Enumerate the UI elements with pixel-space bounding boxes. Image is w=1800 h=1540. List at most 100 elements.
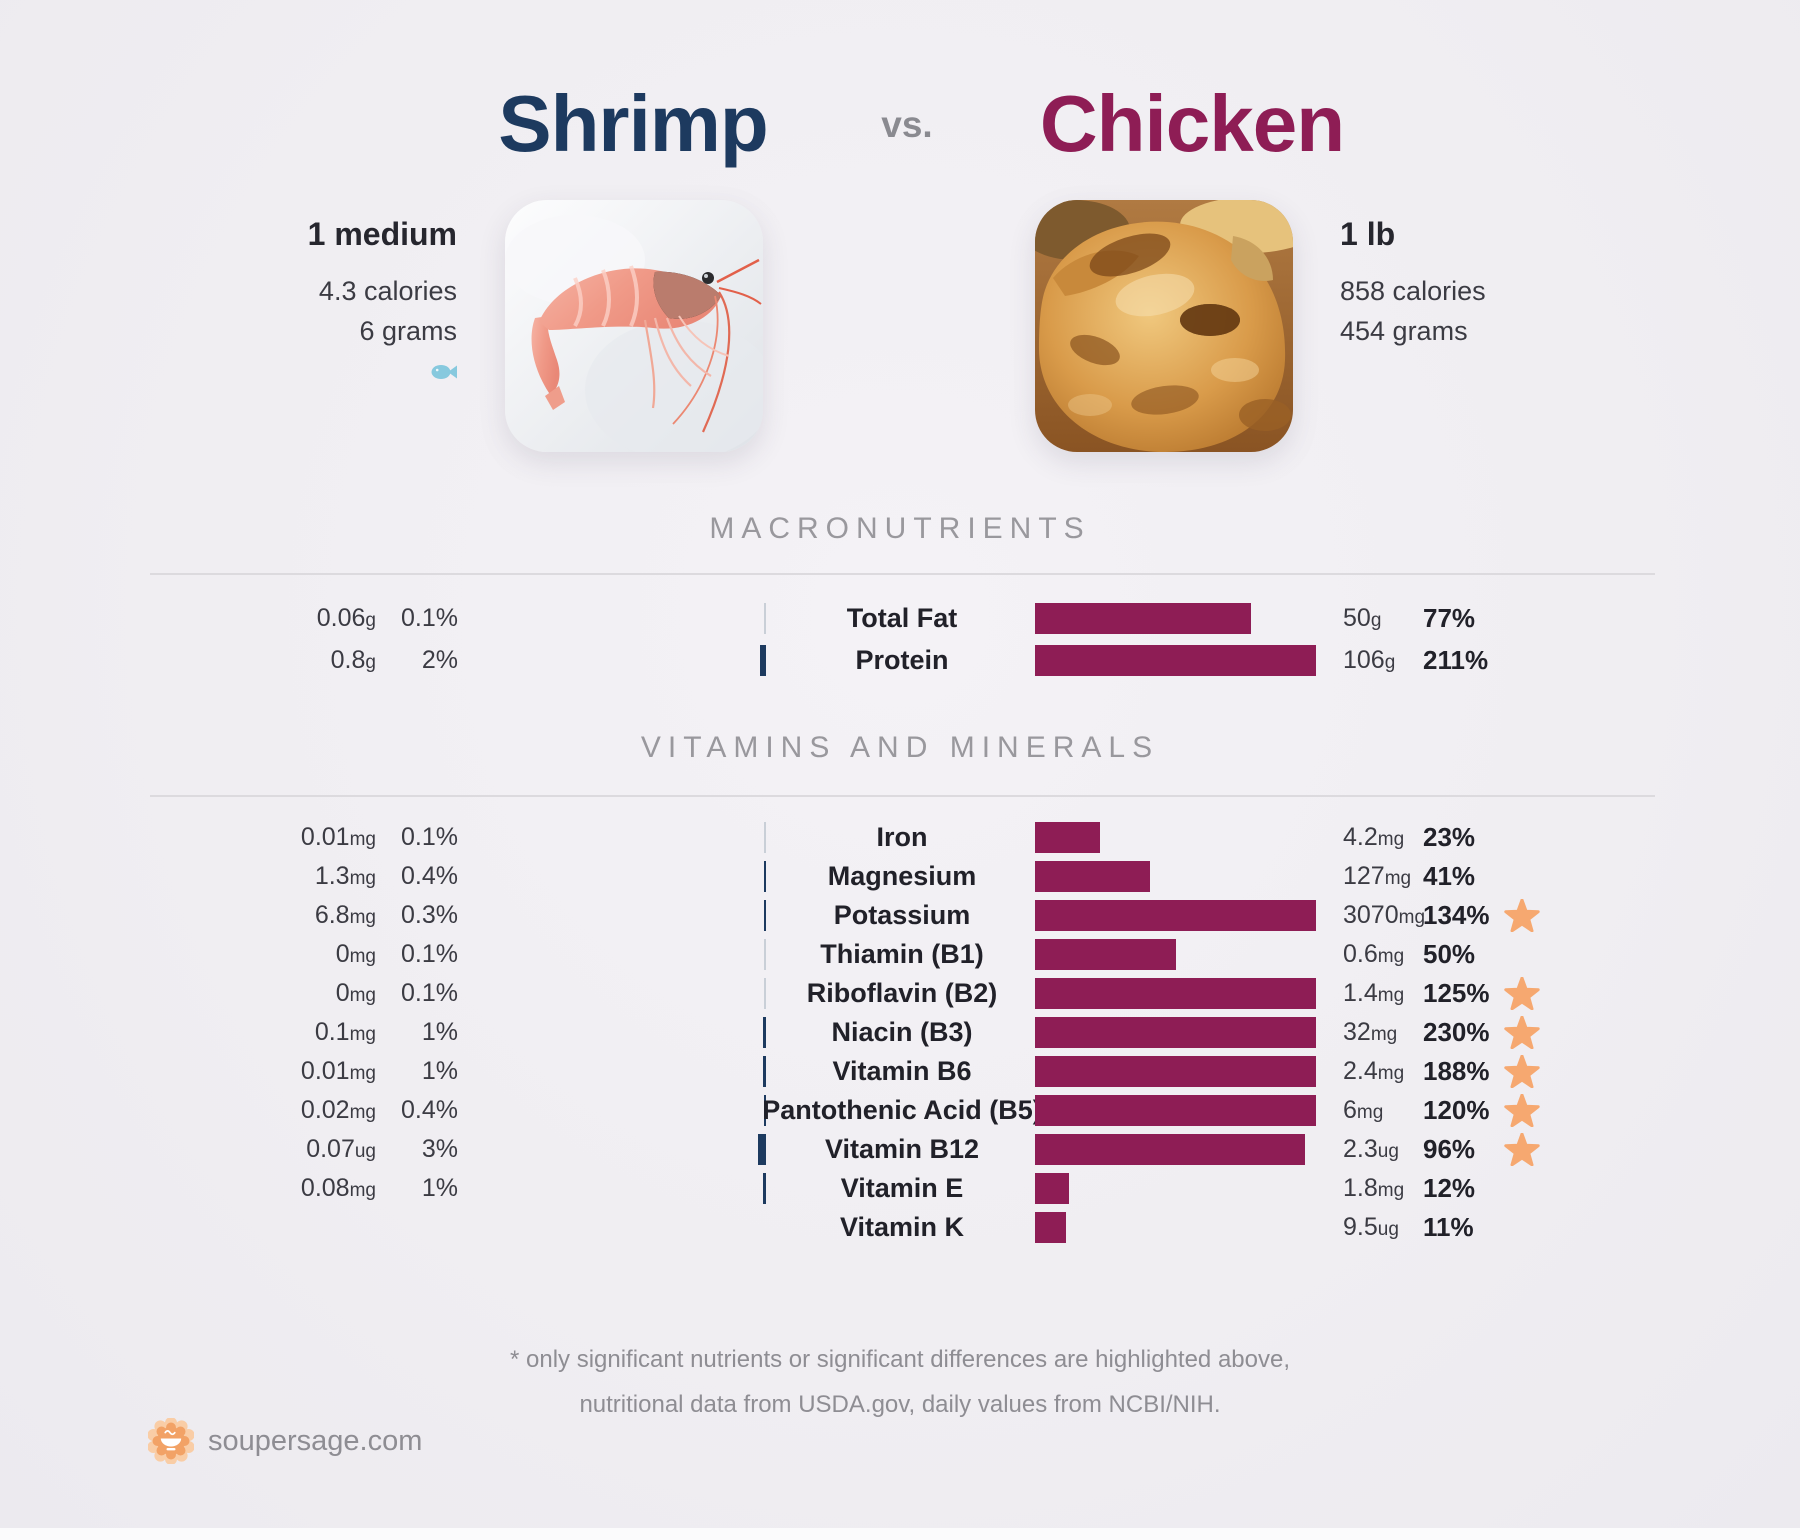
chicken-bar (1035, 603, 1252, 634)
significant-star-icon (1498, 898, 1546, 933)
significant-star-icon (1498, 1054, 1546, 1089)
nutrient-row: 0.06g 0.1% Total Fat 50g 77% (0, 603, 1800, 634)
shrimp-dv-percent: 0.3% (401, 901, 458, 929)
shrimp-bar (760, 645, 766, 676)
nutrient-label: Niacin (B3) (831, 1017, 973, 1047)
title-shrimp: Shrimp (498, 79, 769, 168)
nutrient-label: Vitamin B6 (832, 1056, 972, 1086)
significant-star-icon (1498, 1093, 1546, 1128)
chicken-photo (1035, 200, 1293, 452)
chicken-amount-unit: g (1384, 652, 1396, 673)
shrimp-amount-number: 0 (335, 940, 350, 968)
chicken-amount-number: 32 (1343, 1018, 1371, 1046)
shrimp-amount: 0mg (156, 939, 376, 970)
shrimp-serving-size: 1 medium (307, 216, 457, 252)
shrimp-amount-number: 0 (335, 979, 350, 1007)
chicken-dv-percent: 12% (1423, 1173, 1476, 1203)
divider-vitamins (150, 795, 1655, 797)
chicken-bar (1035, 822, 1100, 853)
shrimp-dv-percent: 2% (421, 646, 458, 674)
nutrient-row: 0mg 0.1% Thiamin (B1) 0.6mg 50% (0, 939, 1800, 970)
shrimp-amount: 6.8mg (156, 900, 376, 931)
title-chicken: Chicken (1039, 79, 1345, 168)
shrimp-amount-unit: mg (349, 1024, 376, 1045)
chicken-serving-size: 1 lb (1340, 216, 1396, 252)
chicken-amount: 127mg (1343, 861, 1518, 892)
shrimp-serving-weight: 6 grams (359, 316, 457, 346)
nutrient-row: 0.01mg 0.1% Iron 4.2mg 23% (0, 822, 1800, 853)
chicken-bar (1035, 978, 1316, 1009)
chicken-amount: 0.6mg (1343, 939, 1518, 970)
footnote-line-2: nutritional data from USDA.gov, daily va… (579, 1391, 1221, 1418)
chicken-dv-percent: 120% (1423, 1095, 1490, 1125)
shrimp-amount-number: 0.08 (300, 1174, 350, 1202)
shrimp-amount-number: 0.02 (300, 1096, 350, 1124)
chicken-amount: 3070mg (1343, 900, 1518, 931)
vitamins-heading: VITAMINS AND MINERALS (640, 731, 1160, 764)
chicken-amount-unit: mg (1398, 907, 1426, 928)
shrimp-bar (764, 1095, 766, 1126)
chicken-amount: 50g (1343, 603, 1518, 634)
chicken-amount: 32mg (1343, 1017, 1518, 1048)
soupersage-logo-icon (147, 1417, 195, 1469)
shrimp-dv-percent: 0.1% (401, 940, 458, 968)
chicken-amount-number: 9.5 (1343, 1213, 1378, 1241)
chicken-dv-percent: 211% (1423, 645, 1489, 675)
divider-macronutrients (150, 573, 1655, 575)
shrimp-amount: 0.01mg (156, 822, 376, 853)
chicken-amount-number: 3070 (1343, 901, 1399, 929)
chicken-amount-number: 50 (1343, 604, 1371, 632)
chicken-bar (1035, 1173, 1069, 1204)
significant-star-icon (1498, 1132, 1546, 1167)
shrimp-amount-unit: mg (349, 868, 376, 889)
shrimp-bar (764, 603, 766, 634)
shrimp-amount-number: 6.8 (314, 901, 350, 929)
shrimp-dv-percent: 1% (421, 1018, 458, 1046)
chicken-amount-number: 6 (1343, 1096, 1357, 1124)
chicken-amount-number: 127 (1343, 862, 1385, 890)
shrimp-amount-unit: mg (349, 1180, 376, 1201)
chicken-bar (1035, 861, 1151, 892)
shrimp-amount-number: 0.01 (300, 1057, 350, 1085)
shrimp-amount-unit: mg (349, 829, 376, 850)
chicken-dv-percent: 188% (1423, 1056, 1490, 1086)
chicken-amount: 1.8mg (1343, 1173, 1518, 1204)
chicken-amount-unit: mg (1384, 868, 1412, 889)
shrimp-amount: 0.07ug (156, 1134, 376, 1165)
chicken-bar (1035, 939, 1176, 970)
shrimp-bar (763, 1056, 766, 1087)
nutrient-row: 0mg 0.1% Riboflavin (B2) 1.4mg 125% (0, 976, 1800, 1011)
title-separator: vs. (881, 104, 933, 145)
chicken-amount-number: 0.6 (1343, 940, 1378, 968)
chicken-bar (1035, 1095, 1316, 1126)
shrimp-dv-percent: 0.1% (401, 979, 458, 1007)
nutrient-label: Magnesium (827, 861, 977, 891)
shrimp-dv-percent: 1% (421, 1057, 458, 1085)
chicken-dv-percent: 230% (1423, 1017, 1490, 1047)
shrimp-amount-number: 0.07 (306, 1135, 355, 1163)
nutrient-label: Thiamin (B1) (820, 939, 984, 969)
shrimp-dv-percent: 0.1% (401, 604, 458, 632)
nutrient-row: 6.8mg 0.3% Potassium 3070mg 134% (0, 898, 1800, 933)
nutrient-label: Pantothenic Acid (B5) (762, 1095, 1042, 1125)
chicken-bar (1035, 900, 1316, 931)
chicken-amount-unit: mg (1377, 946, 1405, 967)
chicken-amount-unit: ug (1377, 1141, 1399, 1162)
chicken-bar (1035, 1056, 1316, 1087)
shrimp-amount-unit: g (365, 610, 376, 631)
footnote-line-1: * only significant nutrients or signific… (509, 1346, 1291, 1373)
shrimp-dv-percent: 0.4% (401, 1096, 458, 1124)
nutrient-label: Total Fat (846, 603, 958, 633)
shrimp-amount-unit: g (365, 652, 376, 673)
chicken-amount-unit: g (1370, 610, 1382, 631)
nutrient-label: Iron (876, 822, 928, 852)
nutrient-row: 0.1mg 1% Niacin (B3) 32mg 230% (0, 1015, 1800, 1050)
chicken-dv-percent: 11% (1423, 1212, 1474, 1242)
chicken-bar (1035, 1134, 1305, 1165)
shrimp-amount-number: 0.8 (330, 646, 366, 674)
nutrient-label: Riboflavin (B2) (806, 978, 998, 1008)
shrimp-amount-unit: mg (349, 985, 376, 1006)
shrimp-bar (764, 900, 766, 931)
chicken-dv-percent: 134% (1423, 900, 1490, 930)
